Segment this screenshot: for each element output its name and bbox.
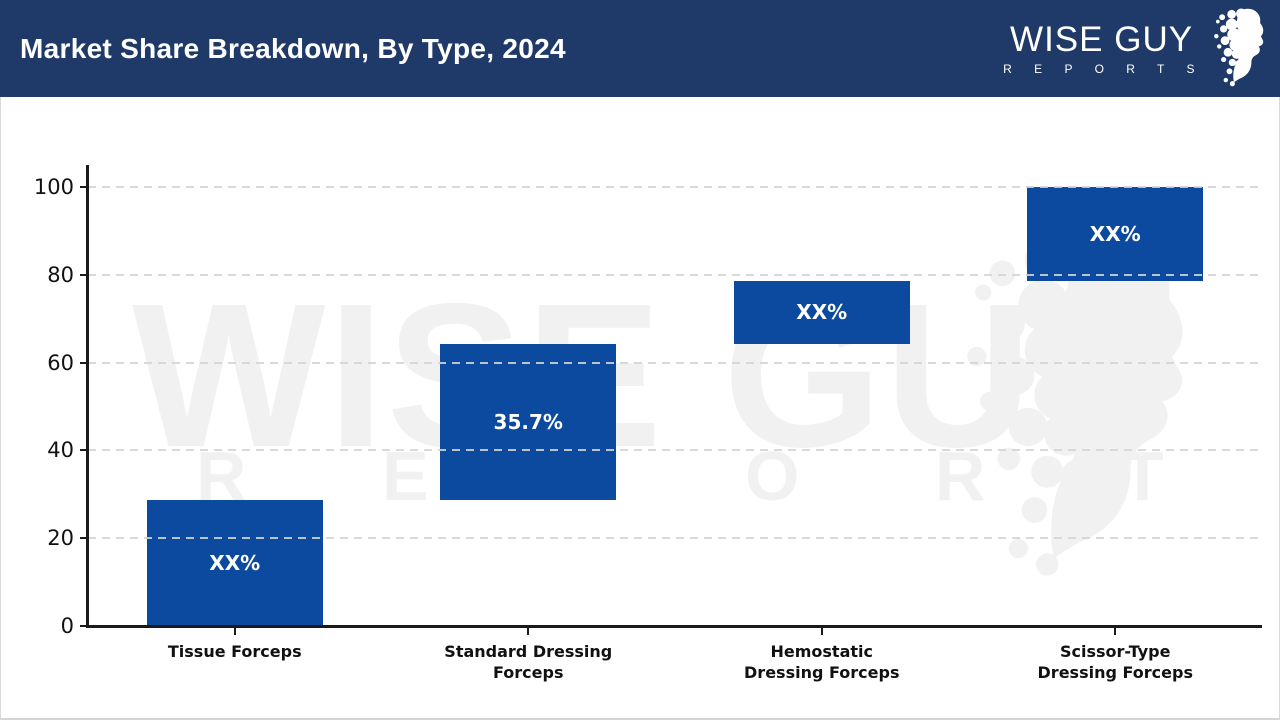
y-tick-label: 40 [47,438,74,463]
gridline [88,537,1262,540]
reports-wordmark: R E P O R T S [1003,62,1204,76]
y-tick-label: 20 [47,526,74,551]
gridline [88,361,1262,364]
y-tick-label: 100 [33,175,74,199]
x-tick [233,627,236,635]
x-tick [1114,627,1117,635]
bar [733,280,910,344]
x-tick [820,627,823,635]
wiseguy-wordmark: WISE GUY [1010,20,1194,59]
chart-area: XX% Tissue Forceps 35.7% Standard Dressing … [0,97,1280,720]
y-tick [80,361,88,364]
brand-logo: WISE GUY R E P O R T S [999,6,1266,92]
bar [440,343,617,501]
brand-wordmark: WISE GUY R E P O R T S [999,21,1204,77]
page-title: Market Share Breakdown, By Type, 2024 [20,32,566,64]
gridline [88,186,1262,188]
bar-value-label: XX% [209,551,261,576]
y-tick-label: 0 [60,614,74,638]
bar [146,500,323,626]
x-tick-label: Tissue Forceps [167,642,302,661]
y-tick [80,625,88,627]
face-logo-icon [1214,8,1264,87]
y-tick [80,449,88,452]
y-axis-line [86,165,89,628]
y-tick-label: 60 [47,350,74,375]
x-tick [527,627,530,635]
gridline [88,273,1262,276]
y-tick [80,537,88,540]
x-tick-label: Standard Dressing Forceps [444,642,613,682]
x-tick-label: Hemostatic Dressing Forceps [744,642,900,682]
bar-value-label: XX% [796,300,848,325]
x-tick-label: Scissor-Type Dressing Forceps [1037,642,1193,682]
bar-value-label: XX% [1089,221,1141,246]
y-tick [80,186,88,188]
y-tick [80,273,88,276]
y-tick-label: 80 [47,262,74,287]
x-axis-line [86,625,1262,628]
bar-value-label: 35.7% [493,410,563,435]
gridline [88,449,1262,452]
header-bar: Market Share Breakdown, By Type, 2024 WI… [0,0,1280,97]
